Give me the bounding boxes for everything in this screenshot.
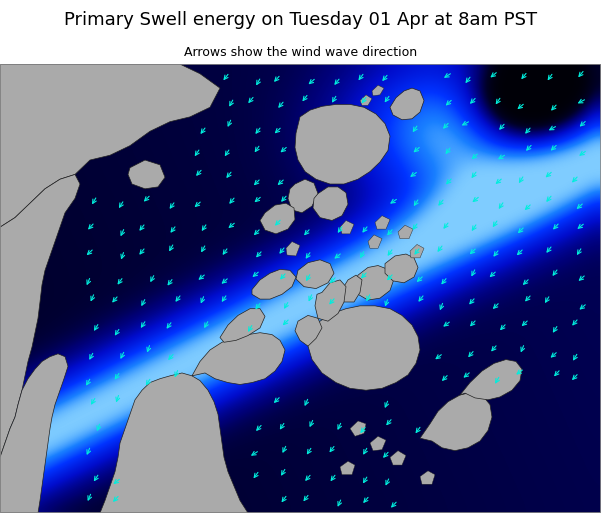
Polygon shape [296,260,334,288]
Polygon shape [308,306,420,390]
Polygon shape [340,275,362,302]
Polygon shape [100,373,248,513]
Polygon shape [398,225,413,239]
Polygon shape [0,354,68,513]
Polygon shape [252,269,296,299]
Polygon shape [390,450,406,465]
Polygon shape [360,95,372,105]
Polygon shape [340,461,355,475]
Polygon shape [295,105,390,184]
Polygon shape [368,235,382,248]
Text: Primary Swell energy on Tuesday 01 Apr at 8am PST: Primary Swell energy on Tuesday 01 Apr a… [64,11,537,29]
Polygon shape [372,85,384,96]
Polygon shape [220,309,265,342]
Polygon shape [0,64,220,227]
Polygon shape [420,471,435,484]
Polygon shape [192,333,285,384]
Polygon shape [354,266,394,300]
Polygon shape [460,360,522,400]
Text: Arrows show the wind wave direction: Arrows show the wind wave direction [184,46,417,58]
Polygon shape [390,88,424,120]
Polygon shape [410,244,424,258]
Polygon shape [315,280,346,321]
Polygon shape [385,254,418,283]
Polygon shape [420,392,492,450]
Polygon shape [340,221,354,234]
Polygon shape [0,174,80,458]
Polygon shape [375,215,390,229]
Polygon shape [128,160,165,189]
Polygon shape [350,421,366,436]
Polygon shape [260,203,295,234]
Polygon shape [295,315,322,346]
Polygon shape [286,242,300,256]
Polygon shape [370,436,386,450]
Polygon shape [313,187,348,221]
Polygon shape [288,179,318,213]
